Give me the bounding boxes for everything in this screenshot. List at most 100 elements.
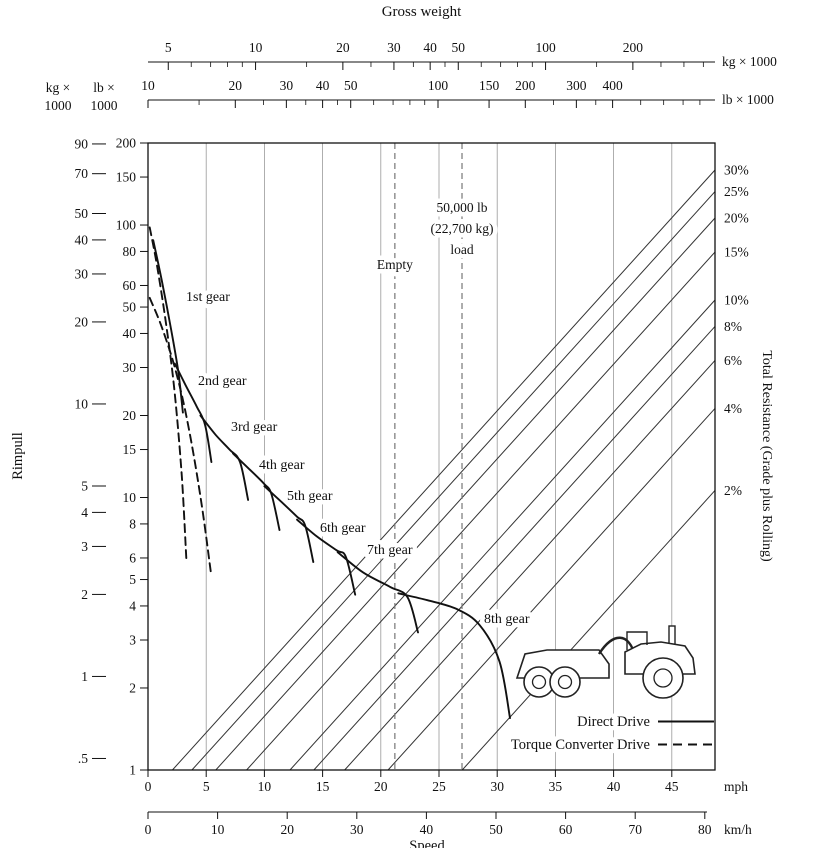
speed-axis-title: Speed xyxy=(409,838,445,848)
legend-label-direct: Direct Drive xyxy=(577,714,650,730)
left-kg-tick-label: 3 xyxy=(81,539,88,554)
kmh-unit-label: km/h xyxy=(724,822,752,837)
mph-tick-label: 5 xyxy=(203,779,210,794)
resistance-label-25: 25% xyxy=(724,184,749,199)
kmh-tick-label: 80 xyxy=(698,822,712,837)
loaded-weight-guide-label: load xyxy=(450,242,473,257)
left-kg-tick-label: 1 xyxy=(81,669,88,684)
left-lb-tick-label: 40 xyxy=(123,326,137,341)
kmh-tick-label: 70 xyxy=(628,822,642,837)
top-lb-tick-label: 200 xyxy=(515,78,536,93)
top-kg-tick-label: 40 xyxy=(423,40,437,55)
label-gear-4: 4th gear xyxy=(259,458,305,473)
left-lb-tick-label: 8 xyxy=(129,516,136,531)
label-gear-6: 6th gear xyxy=(320,521,366,536)
top-lb-tick-label: 20 xyxy=(229,78,243,93)
scraper-cab xyxy=(626,631,648,650)
mph-tick-label: 35 xyxy=(549,779,563,794)
curve-tc-1 xyxy=(148,226,188,561)
mph-tick-label: 20 xyxy=(374,779,388,794)
top-lb-tick-label: 40 xyxy=(316,78,330,93)
top-lb-tick-label: 150 xyxy=(479,78,500,93)
top-kg-tick-label: 100 xyxy=(535,40,556,55)
left-kg-tick-label: 10 xyxy=(75,396,89,411)
left-lb-tick-label: 80 xyxy=(123,244,137,259)
resistance-line-2 xyxy=(461,490,716,771)
resistance-line-20 xyxy=(215,217,716,771)
plot-frame xyxy=(147,142,716,771)
mph-tick-label: 25 xyxy=(432,779,446,794)
kmh-tick-label: 0 xyxy=(145,822,152,837)
left-kg-tick-label: 5 xyxy=(81,478,88,493)
left-lb-tick-label: 1 xyxy=(129,763,136,778)
top-kg-tick-label: 5 xyxy=(165,40,172,55)
kmh-tick-label: 10 xyxy=(211,822,225,837)
resistance-label-15: 15% xyxy=(724,245,749,260)
label-gear-5: 5th gear xyxy=(287,489,333,504)
label-gear-3: 3rd gear xyxy=(231,420,278,435)
scraper-wheel-hub-icon xyxy=(557,674,573,690)
kmh-tick-label: 60 xyxy=(559,822,573,837)
left-lb-tick-label: 10 xyxy=(123,490,137,505)
resistance-line-10 xyxy=(289,299,716,771)
resistance-label-8: 8% xyxy=(724,319,742,334)
resistance-label-2: 2% xyxy=(724,483,742,498)
curve-tc-2 xyxy=(148,296,212,574)
loaded-weight-guide-label: (22,700 kg) xyxy=(431,221,494,236)
top-lb-unit-label: lb × 1000 xyxy=(722,92,774,107)
left-kg-tick-label: 4 xyxy=(81,505,88,520)
top-kg-tick-label: 10 xyxy=(249,40,263,55)
curve-gear-3 xyxy=(199,414,250,501)
mph-tick-label: 30 xyxy=(490,779,504,794)
left-lb-tick-label: 4 xyxy=(129,598,136,613)
top-lb-tick-label: 400 xyxy=(602,78,623,93)
resistance-label-20: 20% xyxy=(724,210,749,225)
top-lb-tick-label: 300 xyxy=(566,78,587,93)
label-gear-7: 7th gear xyxy=(367,543,413,558)
resistance-line-15 xyxy=(246,251,716,771)
left-kg-tick-label: 50 xyxy=(75,206,89,221)
scraper-icon xyxy=(515,625,696,699)
resistance-label-10: 10% xyxy=(724,293,749,308)
mph-tick-label: 45 xyxy=(665,779,679,794)
top-kg-tick-label: 200 xyxy=(623,40,644,55)
curve-gear-5 xyxy=(263,485,315,563)
total-resistance-axis-title: Total Resistance (Grade plus Rolling) xyxy=(759,350,774,562)
kmh-tick-label: 50 xyxy=(489,822,503,837)
resistance-line-25 xyxy=(191,191,716,771)
left-kg-header: kg × xyxy=(46,80,71,95)
mph-tick-label: 10 xyxy=(258,779,272,794)
left-lb-tick-label: 30 xyxy=(123,360,137,375)
top-lb-tick-label: 100 xyxy=(428,78,449,93)
left-lb-tick-label: 5 xyxy=(129,572,136,587)
resistance-label-30: 30% xyxy=(724,163,749,178)
left-lb-tick-label: 50 xyxy=(123,300,137,315)
kmh-tick-label: 40 xyxy=(420,822,434,837)
label-gear-1: 1st gear xyxy=(186,290,230,305)
resistance-line-30 xyxy=(172,169,716,771)
top-kg-tick-label: 30 xyxy=(387,40,401,55)
mph-unit-label: mph xyxy=(724,779,748,794)
resistance-line-6 xyxy=(344,360,716,771)
left-lb-tick-label: 15 xyxy=(123,442,137,457)
left-kg-tick-label: .5 xyxy=(78,751,88,766)
left-lb-tick-label: 20 xyxy=(123,408,137,423)
left-lb-header: lb × xyxy=(93,80,115,95)
top-kg-unit-label: kg × 1000 xyxy=(722,54,777,69)
rimpull-axis-title: Rimpull xyxy=(10,432,26,480)
left-kg-tick-label: 2 xyxy=(81,587,88,602)
left-lb-tick-label: 100 xyxy=(116,218,137,233)
resistance-line-8 xyxy=(313,326,716,771)
top-kg-tick-label: 50 xyxy=(452,40,466,55)
resistance-label-6: 6% xyxy=(724,353,742,368)
scraper-wheel-hub-icon xyxy=(653,668,673,688)
left-lb-tick-label: 200 xyxy=(116,136,137,151)
kmh-tick-label: 20 xyxy=(280,822,294,837)
legend-label-torque-converter: Torque Converter Drive xyxy=(511,737,650,753)
curve-gear-2 xyxy=(173,362,213,463)
curve-gear-8 xyxy=(397,592,511,720)
top-kg-tick-label: 20 xyxy=(336,40,350,55)
left-lb-tick-label: 60 xyxy=(123,278,137,293)
left-kg-tick-label: 70 xyxy=(75,166,89,181)
